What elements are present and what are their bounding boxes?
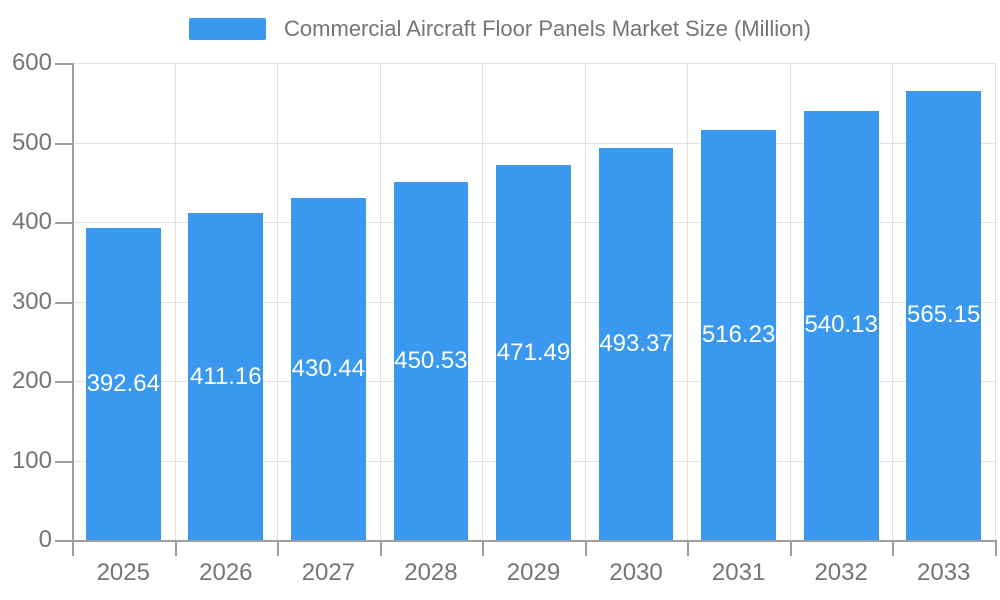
gridline-vertical — [995, 63, 996, 540]
bar[interactable] — [496, 165, 571, 540]
y-axis-tick — [55, 222, 72, 224]
y-axis-tick — [55, 142, 72, 145]
y-axis-tick — [55, 301, 72, 304]
bar[interactable] — [290, 197, 366, 540]
y-axis-label: 300 — [11, 287, 52, 315]
gridline-vertical — [379, 63, 381, 540]
y-axis-tick — [55, 63, 72, 65]
x-axis-tick — [892, 540, 895, 556]
x-axis-tick — [789, 540, 792, 556]
x-axis-label: 2025 — [96, 559, 150, 586]
y-axis-label: 600 — [11, 49, 52, 76]
x-axis-tick — [174, 540, 177, 556]
bar[interactable] — [701, 129, 777, 540]
x-axis-tick — [687, 540, 690, 556]
y-axis-label: 200 — [11, 367, 52, 394]
x-axis-tick — [482, 540, 485, 556]
legend-swatch — [189, 18, 267, 40]
bar[interactable] — [188, 213, 264, 540]
y-axis-label: 100 — [11, 446, 52, 474]
y-axis-label: 500 — [11, 128, 52, 156]
gridline-horizontal — [72, 142, 995, 144]
bar[interactable] — [85, 227, 161, 540]
gridline-vertical — [277, 63, 279, 540]
y-axis-line — [72, 63, 74, 556]
bar[interactable] — [803, 110, 879, 540]
y-axis-tick — [55, 381, 72, 383]
x-axis-label: 2033 — [917, 559, 971, 586]
gridline-vertical — [174, 63, 176, 540]
legend-item[interactable]: Commercial Aircraft Floor Panels Market … — [0, 16, 1000, 42]
y-axis-label: 0 — [38, 526, 52, 553]
x-axis-label: 2031 — [711, 559, 766, 586]
gridline-vertical — [892, 63, 894, 540]
gridline-vertical — [789, 63, 791, 540]
y-axis-tick — [55, 460, 72, 463]
bar[interactable] — [598, 147, 674, 540]
x-axis-label: 2029 — [506, 559, 561, 586]
y-axis-label: 400 — [11, 208, 52, 235]
x-axis-tick — [584, 540, 587, 556]
x-axis-line — [55, 540, 995, 542]
legend-label: Commercial Aircraft Floor Panels Market … — [284, 16, 811, 41]
gridline-vertical — [482, 63, 484, 540]
x-axis-label: 2028 — [404, 559, 458, 586]
x-axis-label: 2027 — [301, 559, 356, 586]
x-axis-tick — [995, 540, 997, 556]
x-axis-tick — [277, 540, 280, 556]
bar[interactable] — [906, 90, 982, 540]
gridline-vertical — [584, 63, 586, 540]
bar[interactable] — [393, 181, 469, 540]
x-axis-label: 2030 — [609, 559, 663, 586]
x-axis-label: 2032 — [814, 559, 868, 586]
gridline-horizontal — [72, 63, 995, 64]
gridline-vertical — [687, 63, 689, 540]
x-axis-label: 2026 — [199, 559, 253, 586]
x-axis-tick — [379, 540, 382, 556]
